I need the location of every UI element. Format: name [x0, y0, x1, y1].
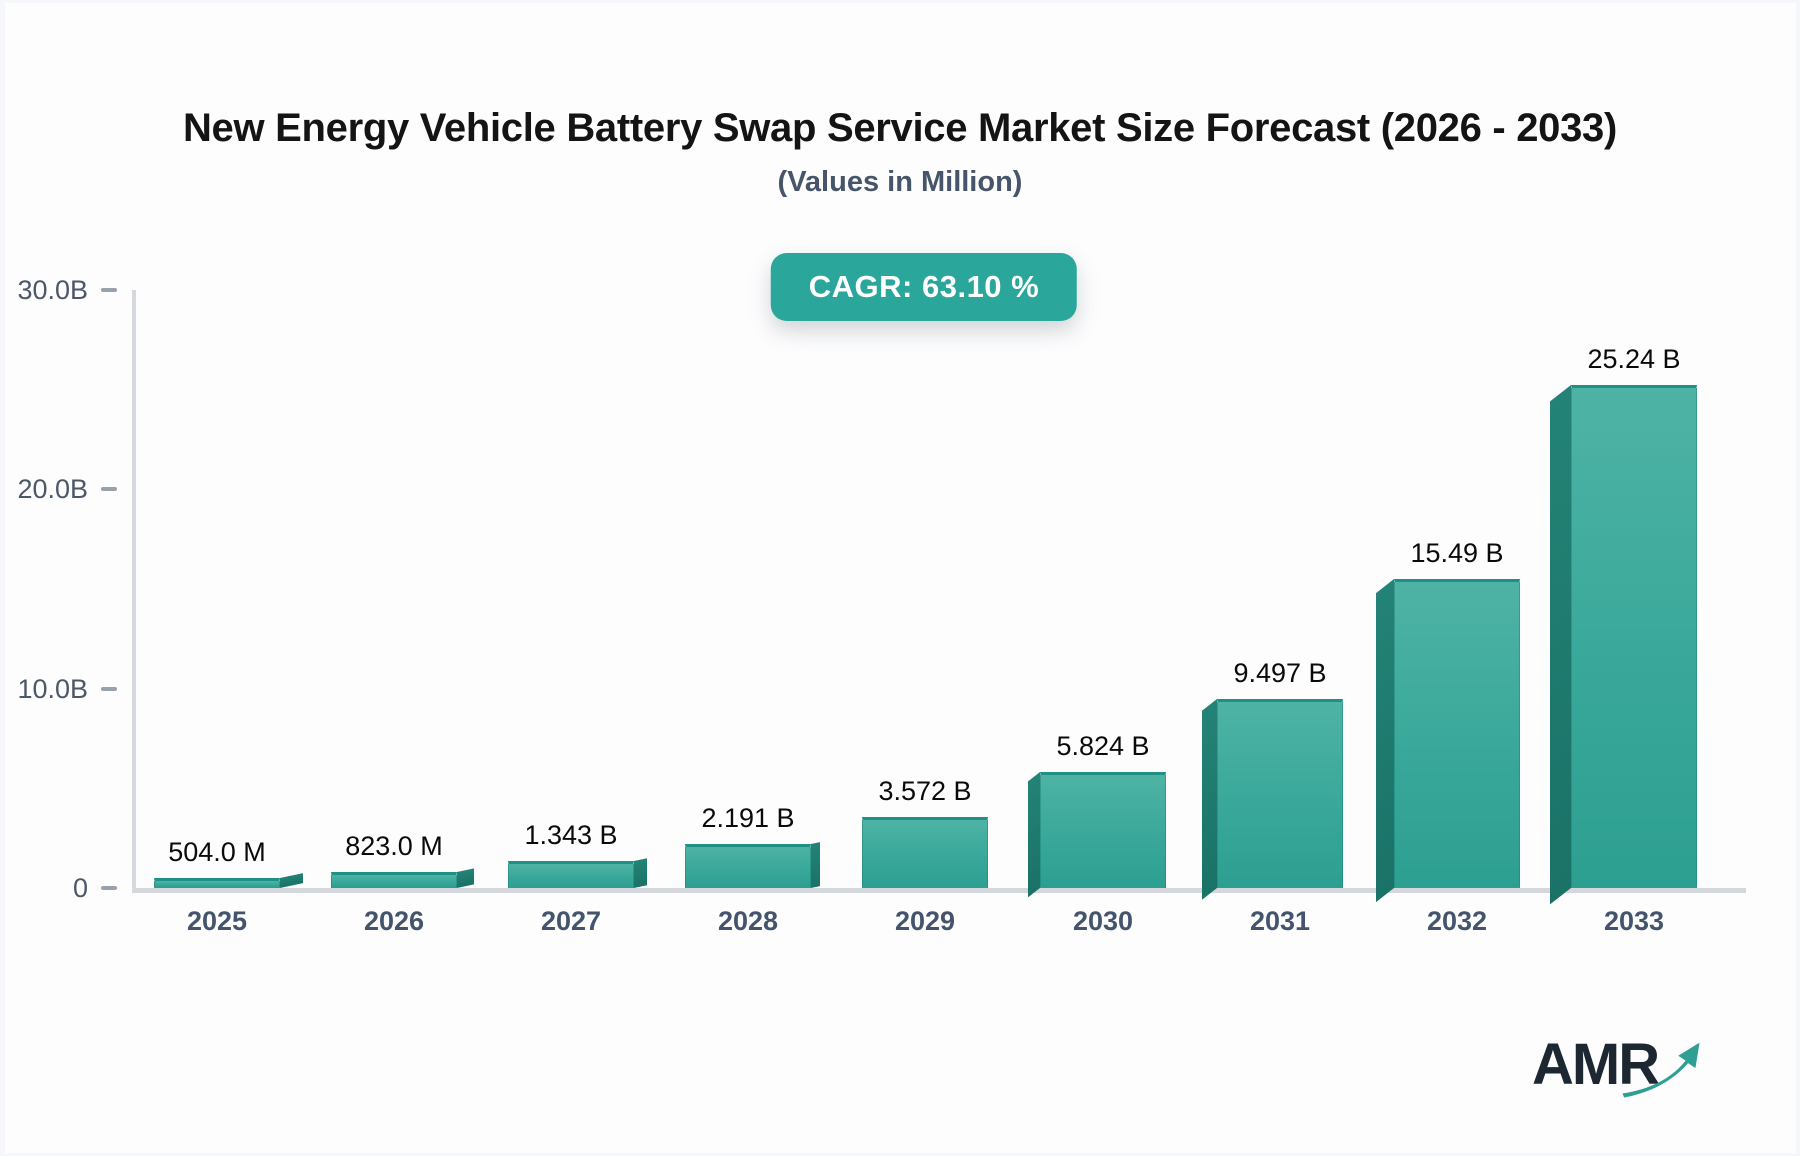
y-tick-label: 20.0B [17, 474, 88, 505]
x-tick-label: 2030 [1072, 906, 1134, 936]
bar-2027 [508, 861, 634, 888]
y-tick-label: 30.0B [17, 275, 88, 305]
bar-side-2032 [1376, 579, 1394, 903]
bar-value-label: 25.24 B [1587, 344, 1681, 374]
y-tick-mark [101, 487, 117, 492]
bar-value-label: 3.572 B [878, 776, 972, 806]
bar-side-2030 [1028, 772, 1040, 898]
x-tick-label: 2033 [1603, 906, 1665, 936]
bar-side-2026 [457, 868, 474, 888]
x-tick-label: 2027 [540, 906, 602, 936]
bar-value-label: 2.191 B [701, 803, 795, 833]
bar-side-2031 [1202, 699, 1217, 900]
bar-side-2025 [280, 873, 303, 888]
x-tick-label: 2026 [363, 906, 425, 936]
bar-value-label: 9.497 B [1233, 658, 1327, 688]
bar-2030 [1040, 772, 1166, 888]
amr-logo-text: AMR [1532, 1032, 1660, 1097]
bar-value-label: 1.343 B [524, 820, 618, 850]
growth-arrow-icon [1622, 1042, 1700, 1098]
bar-2025 [154, 878, 280, 888]
bar-value-label: 504.0 M [168, 837, 266, 867]
y-tick-mark [101, 886, 117, 890]
x-tick-label: 2032 [1426, 906, 1488, 936]
bar-2028 [685, 844, 811, 888]
bar-value-label: 15.49 B [1410, 538, 1504, 568]
x-tick-label: 2031 [1249, 906, 1311, 936]
x-tick-label: 2029 [894, 906, 956, 936]
y-tick-mark [101, 686, 117, 691]
bar-2031 [1217, 699, 1343, 888]
bar-2033 [1571, 385, 1697, 888]
bar-value-label: 823.0 M [345, 831, 443, 861]
bar-2026 [331, 872, 457, 888]
x-tick-label: 2028 [717, 906, 779, 936]
bar-side-2027 [634, 858, 647, 888]
chart-title: New Energy Vehicle Battery Swap Service … [182, 106, 1618, 150]
bar-2032 [1394, 579, 1520, 888]
plot-area: 504.0 M 2025 823.0 M 2026 1.343 B 2027 2.191 B… [132, 290, 1746, 936]
bar-value-label: 5.824 B [1056, 731, 1150, 761]
bar-side-2033 [1550, 385, 1571, 905]
chart-subtitle: (Values in Million) [777, 166, 1023, 198]
chart-card [5, 3, 1796, 1153]
amr-logo: AMR [1532, 1034, 1712, 1114]
cagr-badge: CAGR: 63.10 % [770, 253, 1078, 321]
y-tick-mark [101, 288, 117, 292]
bar-side-2028 [811, 842, 820, 888]
bar-2029 [862, 817, 988, 888]
y-tick-label: 0 [72, 873, 88, 903]
x-tick-label: 2025 [186, 906, 248, 936]
y-tick-label: 10.0B [17, 673, 88, 704]
